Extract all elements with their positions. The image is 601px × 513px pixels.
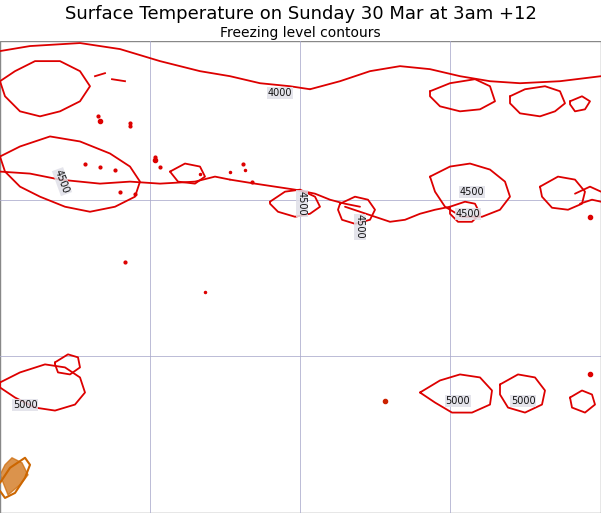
- Text: 4500: 4500: [53, 168, 71, 195]
- Text: Freezing level contours: Freezing level contours: [220, 26, 381, 40]
- Text: 5000: 5000: [13, 400, 37, 409]
- Text: 5000: 5000: [446, 396, 471, 406]
- Text: 4500: 4500: [460, 187, 484, 196]
- Text: Surface Temperature on Sunday 30 Mar at 3am +12: Surface Temperature on Sunday 30 Mar at …: [64, 5, 537, 24]
- Text: 4500: 4500: [456, 209, 480, 219]
- Polygon shape: [0, 458, 28, 495]
- Text: 5000: 5000: [511, 396, 535, 406]
- Text: 4000: 4000: [268, 88, 292, 98]
- Text: 4500: 4500: [297, 191, 307, 216]
- Text: 4500: 4500: [355, 214, 365, 239]
